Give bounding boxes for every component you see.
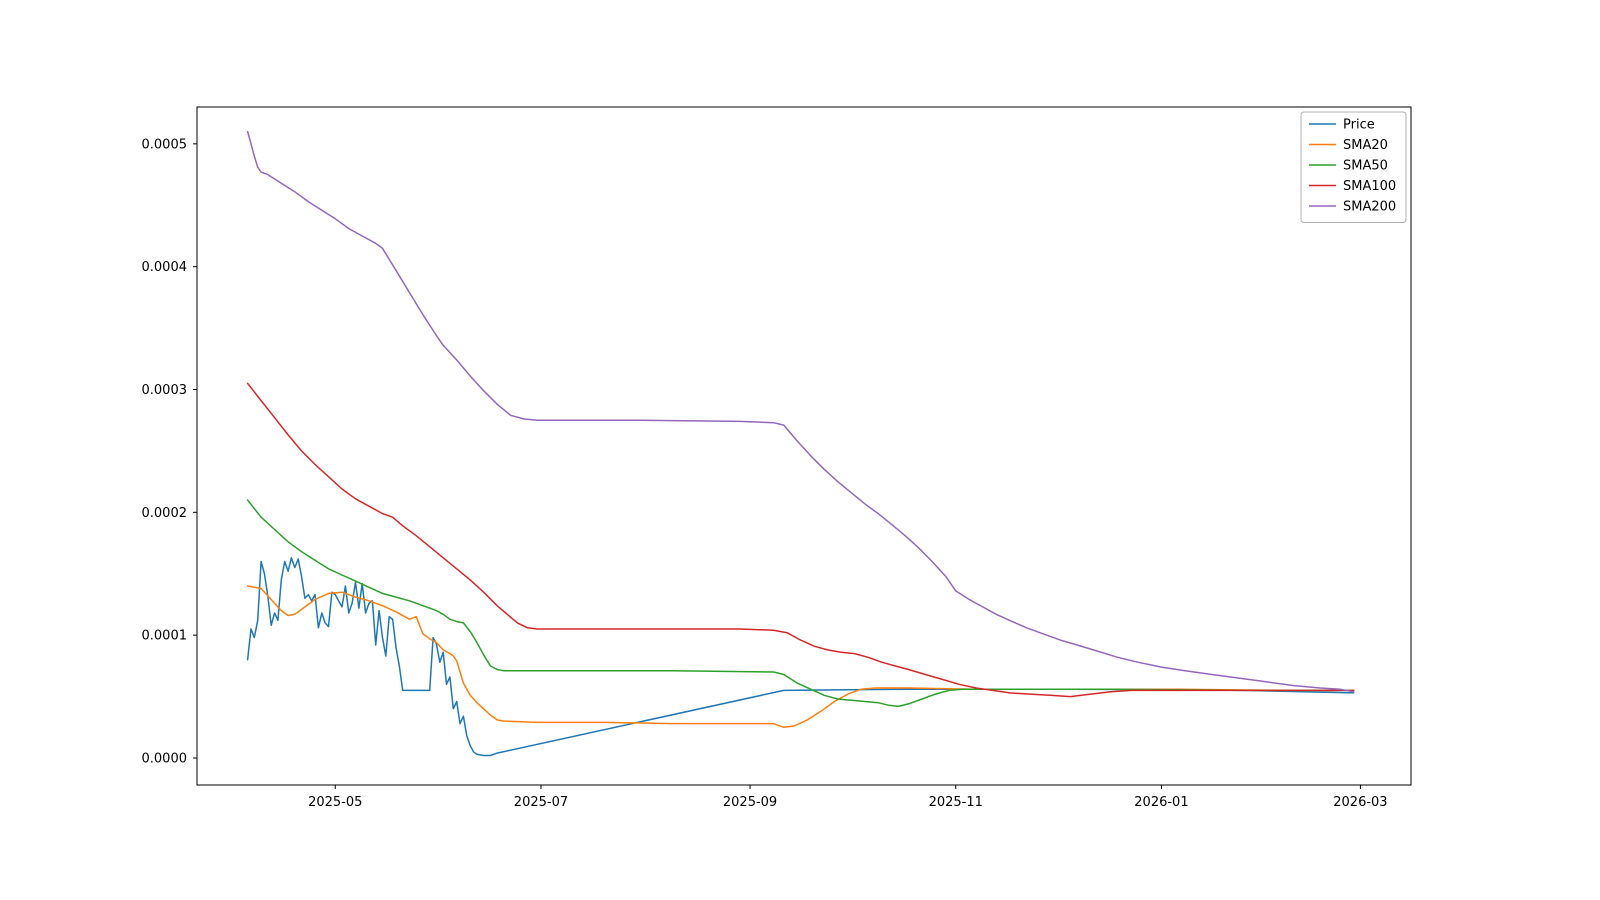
series-line-sma200 [246, 130, 1355, 693]
legend-label-sma20: SMA20 [1343, 138, 1388, 153]
legend-group: Price SMA20 SMA50 SMA100 SMA200 [1300, 111, 1407, 223]
legend-label-price: Price [1343, 118, 1375, 133]
series-group [246, 130, 1355, 757]
y-tick-label-2: 0.0002 [142, 506, 188, 521]
y-tick-label-4: 0.0004 [142, 260, 188, 275]
legend-label-sma50: SMA50 [1343, 159, 1388, 174]
legend-label-sma100: SMA100 [1343, 179, 1396, 194]
legend-label-sma200: SMA200 [1343, 200, 1396, 215]
y-tick-label-1: 0.0001 [142, 629, 188, 644]
y-tick-label-5: 0.0005 [142, 137, 188, 152]
series-line-sma20 [246, 585, 1355, 729]
plot-area-group [196, 106, 1412, 786]
x-tick-label-0: 2025-05 [308, 795, 362, 810]
y-tick-label-0: 0.0000 [142, 751, 188, 766]
series-line-sma100 [246, 382, 1355, 698]
y-tick-label-3: 0.0003 [142, 383, 188, 398]
tick-group: 2025-05 2025-07 2025-09 2025-11 2026-01 2026-… [142, 137, 1388, 810]
x-tick-label-5: 2026-03 [1333, 795, 1387, 810]
series-line-sma50 [246, 499, 1355, 708]
x-tick-label-2: 2025-09 [723, 795, 777, 810]
x-tick-label-4: 2026-01 [1134, 795, 1188, 810]
x-tick-label-1: 2025-07 [514, 795, 568, 810]
legend-box [1300, 111, 1407, 223]
plot-frame [196, 106, 1412, 786]
x-tick-label-3: 2025-11 [929, 795, 983, 810]
series-line-price [246, 557, 1355, 757]
